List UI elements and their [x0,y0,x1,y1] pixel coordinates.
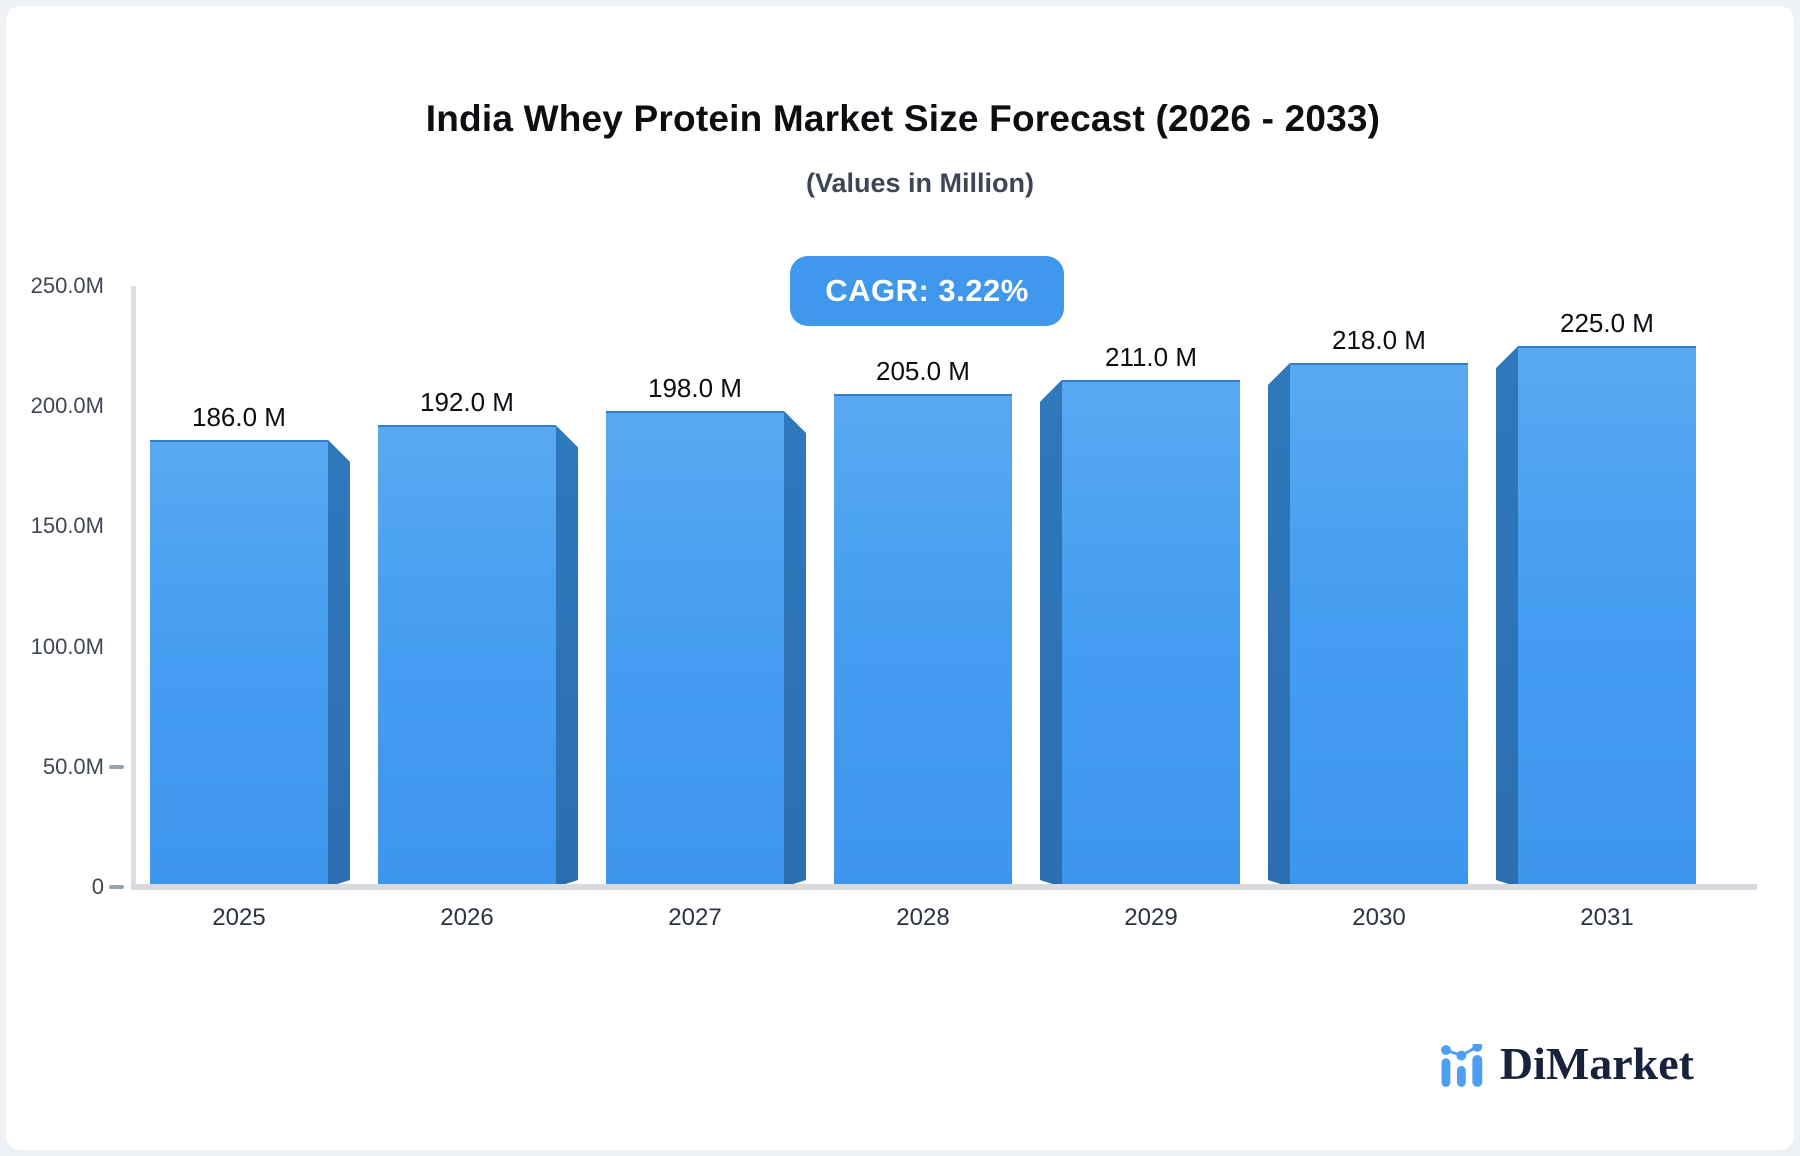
bar-face [606,411,784,887]
bar-value-label: 192.0 M [420,387,514,418]
bar-face [150,439,328,887]
bar-face [378,425,556,887]
bar-side [328,440,350,887]
y-tick-label: 250.0M [30,273,104,298]
bar-chart-trend-icon [1440,1044,1483,1088]
chart-subtitle: (Values in Million) [805,168,1035,198]
bar-face [834,394,1012,887]
bar-side [1496,346,1518,887]
y-tick-label: 200.0M [30,393,104,419]
y-axis-line [131,286,136,888]
bar-side [1040,380,1062,887]
bar-side [556,425,578,887]
x-tick-label: 2026 [440,904,494,931]
chart-card: India Whey Protein Market Size Forecast … [6,6,1794,1150]
x-tick-label: 2027 [668,904,722,931]
bar-value-label: 186.0 M [192,401,286,432]
bar-face [1290,362,1468,887]
bar-value-label: 205.0 M [876,356,970,387]
x-axis-line [131,884,1757,890]
x-tick-label: 2030 [1352,904,1406,931]
bar-face [1062,379,1240,887]
y-tick-label: 100.0M [30,633,104,659]
bar-value-label: 218.0 M [1332,324,1426,355]
x-tick-label: 2028 [896,904,950,931]
brand-logo: DiMarket [1440,1038,1694,1089]
x-tick-label: 2029 [1124,904,1178,931]
y-tick-label: 150.0M [30,513,104,539]
y-tick-label: 50.0M [42,753,104,779]
chart-title: India Whey Protein Market Size Forecast … [425,98,1381,139]
brand-name: DiMarket [1499,1038,1694,1089]
bar-side [784,411,806,887]
x-tick-label: 2025 [212,904,266,931]
bar-value-label: 225.0 M [1560,308,1654,339]
y-tick-dash [109,764,124,769]
bar-value-label: 211.0 M [1104,341,1197,372]
y-tick-label: 0 [91,874,104,899]
x-tick-label: 2031 [1580,904,1634,931]
y-tick-dash [109,885,124,889]
cagr-badge: CAGR: 3.22% [790,256,1064,326]
bar-value-label: 198.0 M [648,373,742,403]
bar-side [1268,363,1290,887]
bar-face [1518,346,1696,887]
